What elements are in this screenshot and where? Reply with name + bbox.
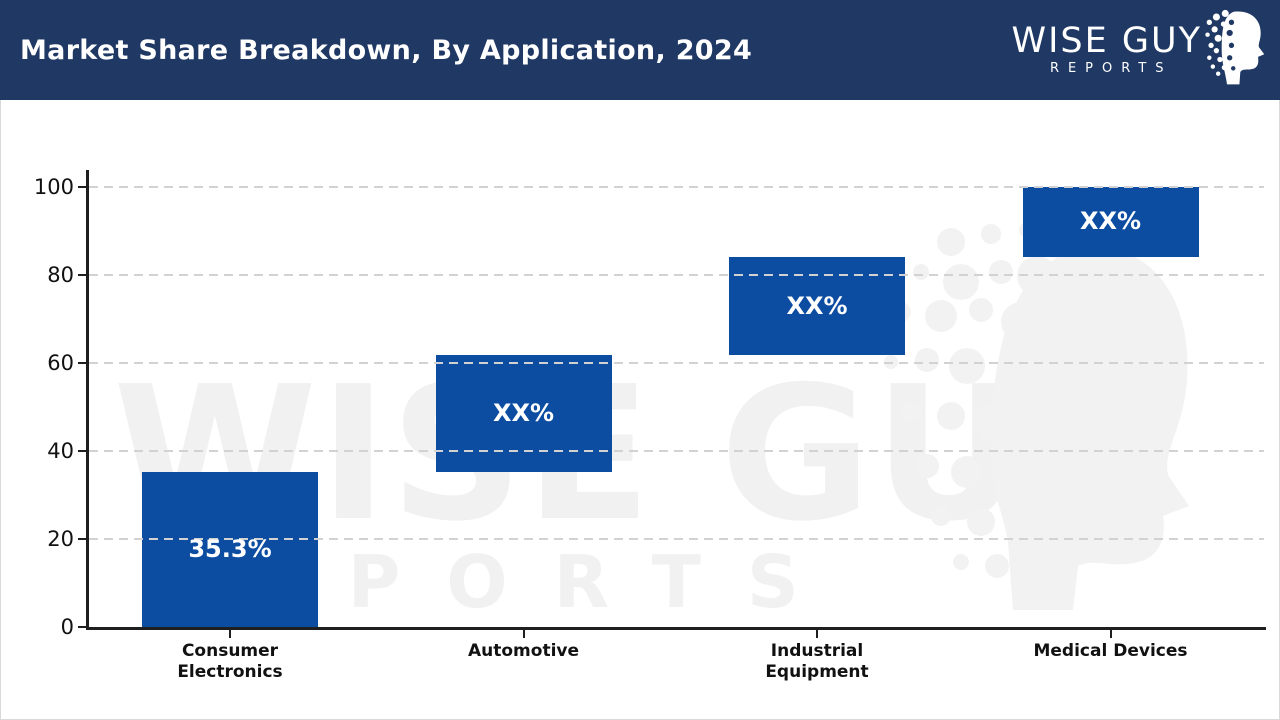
bar-segment [435, 355, 612, 472]
y-tick-mark [78, 626, 86, 628]
y-axis-line [86, 170, 89, 630]
y-tick-label: 0 [60, 615, 74, 639]
x-axis-line [86, 627, 1266, 630]
y-tick-mark [78, 538, 86, 540]
gridline [89, 538, 1264, 540]
y-tick-mark [78, 274, 86, 276]
x-axis-category-label: Industrial Equipment [765, 641, 869, 682]
gridline [89, 274, 1264, 276]
brand-logo-text: WISE GUY REPORTS [1011, 22, 1202, 78]
y-tick-label: 40 [47, 439, 74, 463]
gridline [89, 186, 1264, 188]
x-tick-mark [1109, 630, 1112, 638]
brand-subname: REPORTS [1049, 61, 1173, 76]
x-axis-category-label: Automotive [467, 641, 580, 661]
bar-segment [142, 471, 318, 627]
page-title: Market Share Breakdown, By Application, … [20, 34, 753, 66]
x-tick-mark [522, 630, 525, 638]
bar-segment [1022, 187, 1199, 257]
x-tick-mark [816, 630, 818, 638]
brand-name: WISE GUY [1011, 21, 1202, 61]
header-bar: Market Share Breakdown, By Application, … [0, 0, 1280, 100]
y-tick-label: 100 [33, 175, 74, 199]
gridline [89, 362, 1264, 364]
gridline [89, 450, 1264, 452]
x-axis-category-label: Medical Devices [1033, 641, 1188, 661]
brand-logo: WISE GUY REPORTS [1011, 6, 1266, 94]
x-tick-mark [229, 630, 231, 638]
y-tick-mark [78, 362, 86, 364]
y-tick-mark [78, 450, 86, 452]
y-tick-label: 80 [47, 263, 74, 287]
bar-segment [729, 256, 905, 356]
y-tick-mark [78, 186, 86, 188]
y-tick-label: 20 [47, 527, 74, 551]
head-profile-dots-icon [1204, 4, 1266, 96]
y-tick-label: 60 [47, 351, 74, 375]
x-axis-category-label: Consumer Electronics [177, 641, 283, 682]
